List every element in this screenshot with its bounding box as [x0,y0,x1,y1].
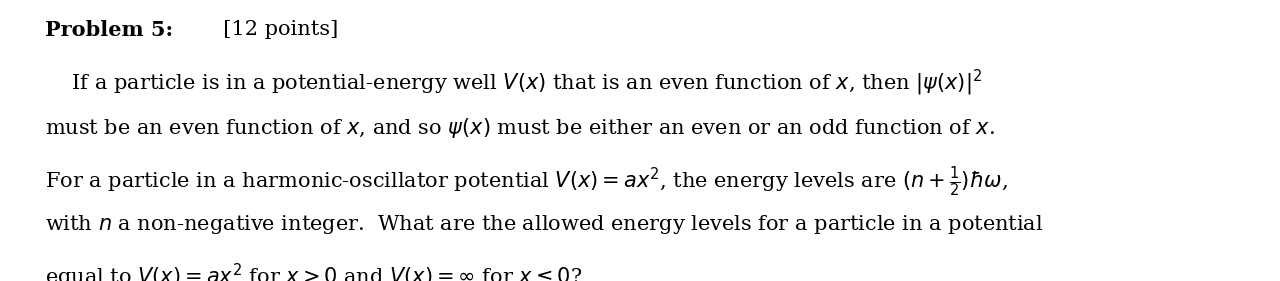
Text: equal to $V(x) = ax^2$ for $x > 0$ and $V(x) = \infty$ for $x \leq 0$?: equal to $V(x) = ax^2$ for $x > 0$ and $… [45,261,582,281]
Text: with $n$ a non-negative integer.  What are the allowed energy levels for a parti: with $n$ a non-negative integer. What ar… [45,213,1043,236]
Text: For a particle in a harmonic-oscillator potential $V(x) = ax^2$, the energy leve: For a particle in a harmonic-oscillator … [45,165,1007,199]
Text: [12 points]: [12 points] [210,20,338,39]
Text: If a particle is in a potential-energy well $V(x)$ that is an even function of $: If a particle is in a potential-energy w… [45,68,982,98]
Text: must be an even function of $x$, and so $\psi(x)$ must be either an even or an o: must be an even function of $x$, and so … [45,116,995,140]
Text: Problem 5:: Problem 5: [45,20,173,40]
